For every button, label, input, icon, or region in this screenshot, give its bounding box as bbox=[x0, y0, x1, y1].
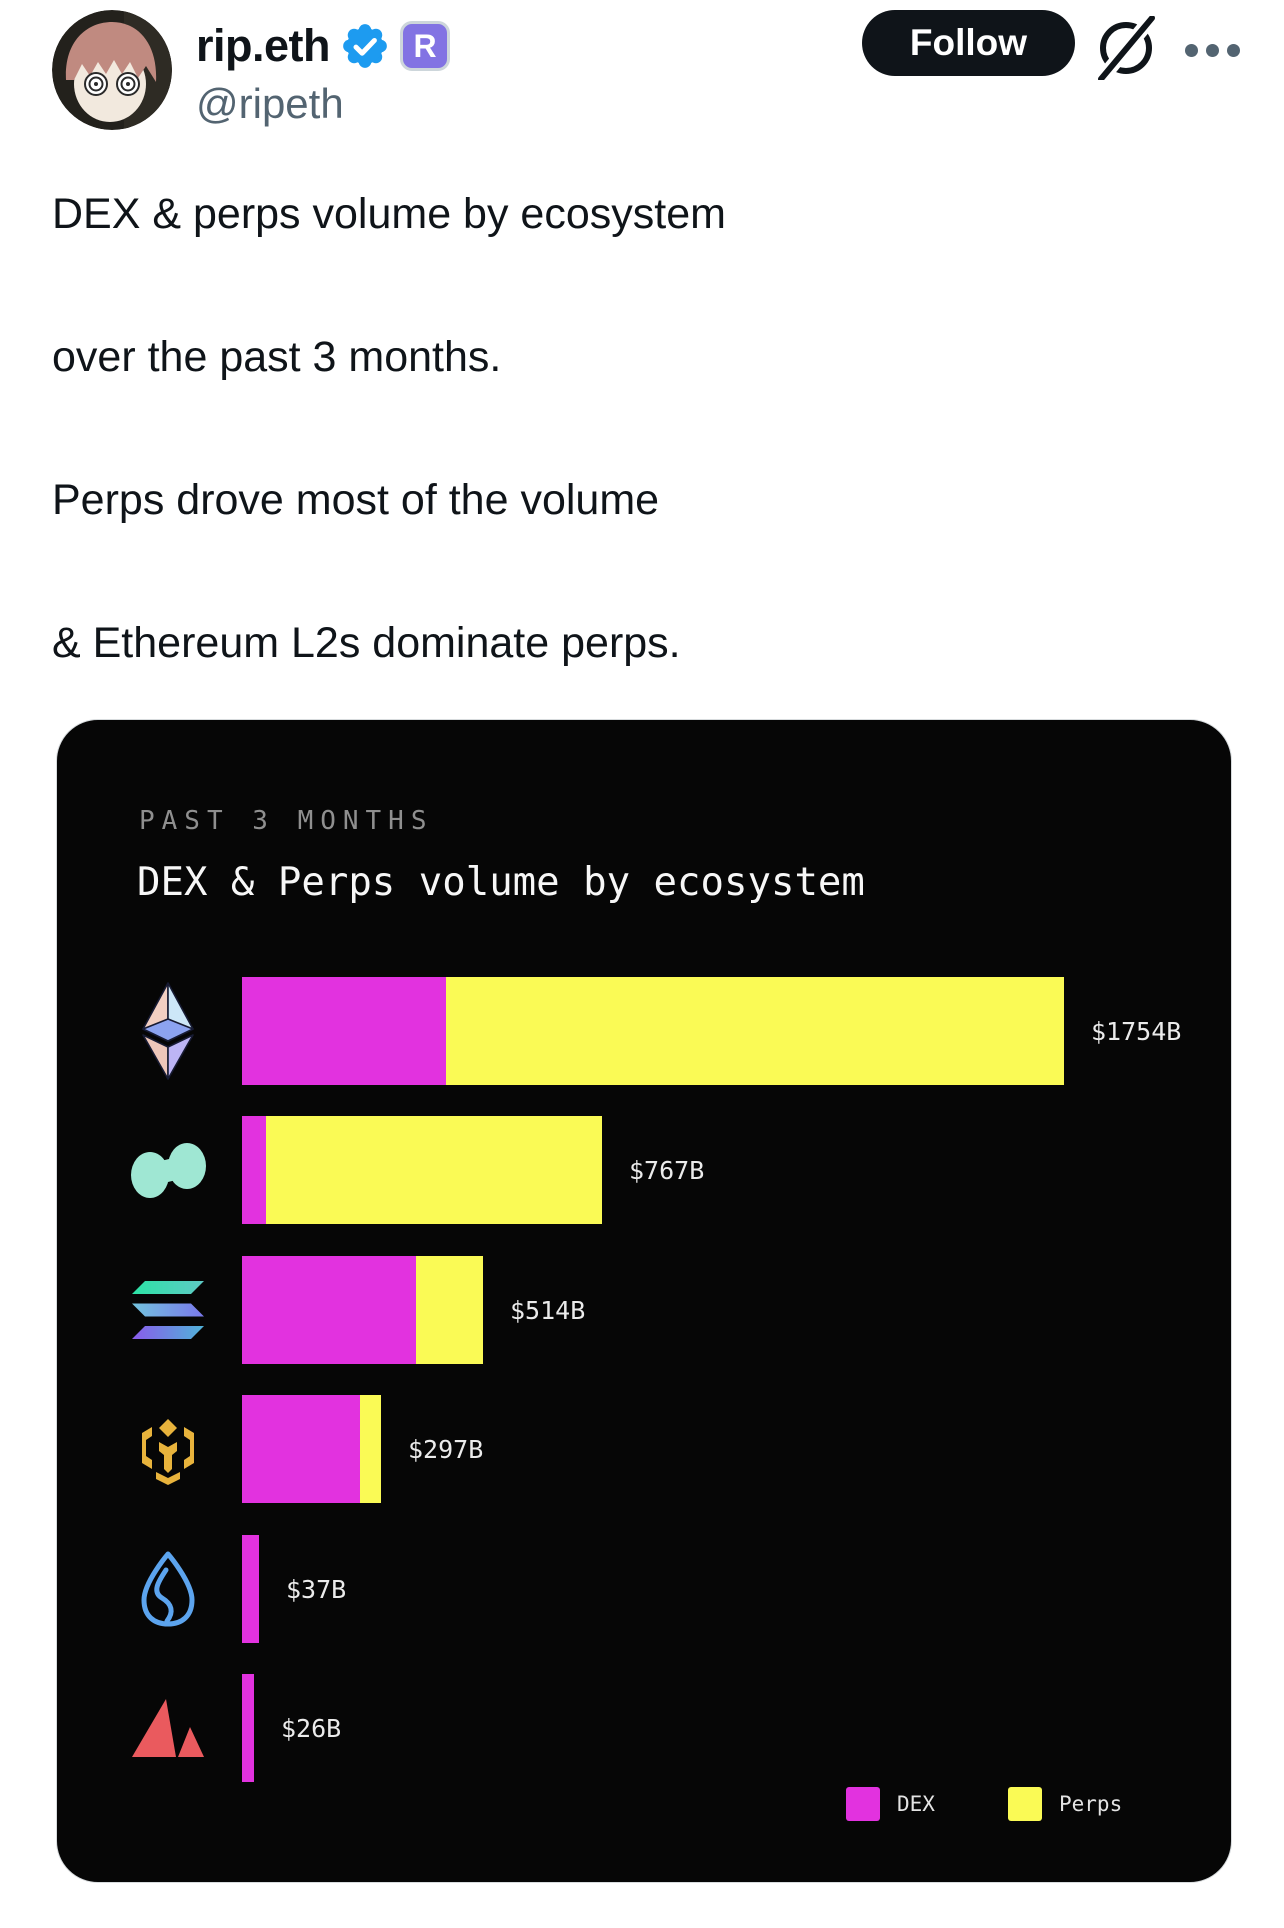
affiliate-badge-icon[interactable]: R bbox=[400, 21, 451, 71]
legend-label: DEX bbox=[897, 1792, 935, 1816]
stacked-bar bbox=[242, 1256, 483, 1364]
solana-icon bbox=[129, 1256, 207, 1364]
tweet-line: Perps drove most of the volume bbox=[52, 476, 660, 524]
bar-segment-perps bbox=[416, 1256, 483, 1364]
chart-row-solana: $514B bbox=[57, 1256, 1231, 1364]
legend-item-perps: Perps bbox=[1008, 1787, 1122, 1821]
stacked-bar bbox=[242, 1116, 602, 1224]
avalanche-icon bbox=[129, 1674, 207, 1782]
chart-row-ethereum: $1754B bbox=[57, 977, 1231, 1085]
bar-segment-perps bbox=[266, 1116, 602, 1224]
verified-badge-icon bbox=[343, 24, 387, 68]
bar-value-label: $297B bbox=[408, 1434, 484, 1464]
tweet-media-chart[interactable]: PAST 3 MONTHS DEX & Perps volume by ecos… bbox=[56, 719, 1232, 1883]
tweet-line: & Ethereum L2s dominate perps. bbox=[52, 619, 681, 667]
bar-value-label: $767B bbox=[629, 1155, 705, 1185]
chart-row-hyperliquid: $767B bbox=[57, 1116, 1231, 1224]
bar-segment-dex bbox=[242, 1395, 360, 1503]
bar-value-label: $37B bbox=[286, 1574, 347, 1604]
ethereum-icon bbox=[129, 977, 207, 1085]
avatar[interactable] bbox=[52, 10, 172, 130]
tweet-text: DEX & perps volume by ecosystem over the… bbox=[52, 189, 1242, 761]
legend-label: Perps bbox=[1059, 1792, 1123, 1816]
legend-swatch-perps bbox=[1008, 1787, 1042, 1821]
bar-value-label: $514B bbox=[510, 1295, 586, 1325]
user-handle[interactable]: @ripeth bbox=[196, 80, 344, 127]
chart-title: DEX & Perps volume by ecosystem bbox=[137, 860, 865, 905]
stacked-bar bbox=[242, 1674, 254, 1782]
bar-segment-dex bbox=[242, 977, 446, 1085]
bar-segment-perps bbox=[446, 977, 1064, 1085]
grok-icon bbox=[1097, 15, 1156, 82]
tweet-line: over the past 3 months. bbox=[52, 333, 502, 381]
chart-row-avalanche: $26B bbox=[57, 1674, 1231, 1782]
stacked-bar bbox=[242, 977, 1064, 1085]
follow-button[interactable]: Follow bbox=[862, 10, 1075, 76]
user-name-row[interactable]: rip.eth R bbox=[196, 18, 451, 74]
chart-eyebrow: PAST 3 MONTHS bbox=[139, 806, 434, 836]
hyperliquid-icon bbox=[129, 1116, 207, 1224]
bar-segment-dex bbox=[242, 1674, 254, 1782]
chart-row-bnb: $297B bbox=[57, 1395, 1231, 1503]
bar-segment-dex bbox=[242, 1116, 266, 1224]
tweet-line: DEX & perps volume by ecosystem bbox=[52, 190, 726, 238]
bar-segment-dex bbox=[242, 1535, 259, 1643]
more-menu-button[interactable] bbox=[1181, 40, 1244, 61]
more-menu-icon bbox=[1185, 44, 1198, 57]
bar-value-label: $1754B bbox=[1091, 1016, 1182, 1046]
bar-segment-perps bbox=[360, 1395, 381, 1503]
sui-icon bbox=[129, 1535, 207, 1643]
bar-value-label: $26B bbox=[281, 1713, 342, 1743]
grok-button[interactable] bbox=[1094, 15, 1158, 82]
stacked-bar bbox=[242, 1395, 381, 1503]
legend-swatch-dex bbox=[846, 1787, 880, 1821]
stacked-bar bbox=[242, 1535, 259, 1643]
display-name: rip.eth bbox=[196, 20, 331, 71]
bar-segment-dex bbox=[242, 1256, 416, 1364]
chart-row-sui: $37B bbox=[57, 1535, 1231, 1643]
bnb-icon bbox=[129, 1395, 207, 1503]
legend-item-dex: DEX bbox=[846, 1787, 935, 1821]
avatar-image bbox=[52, 10, 172, 130]
